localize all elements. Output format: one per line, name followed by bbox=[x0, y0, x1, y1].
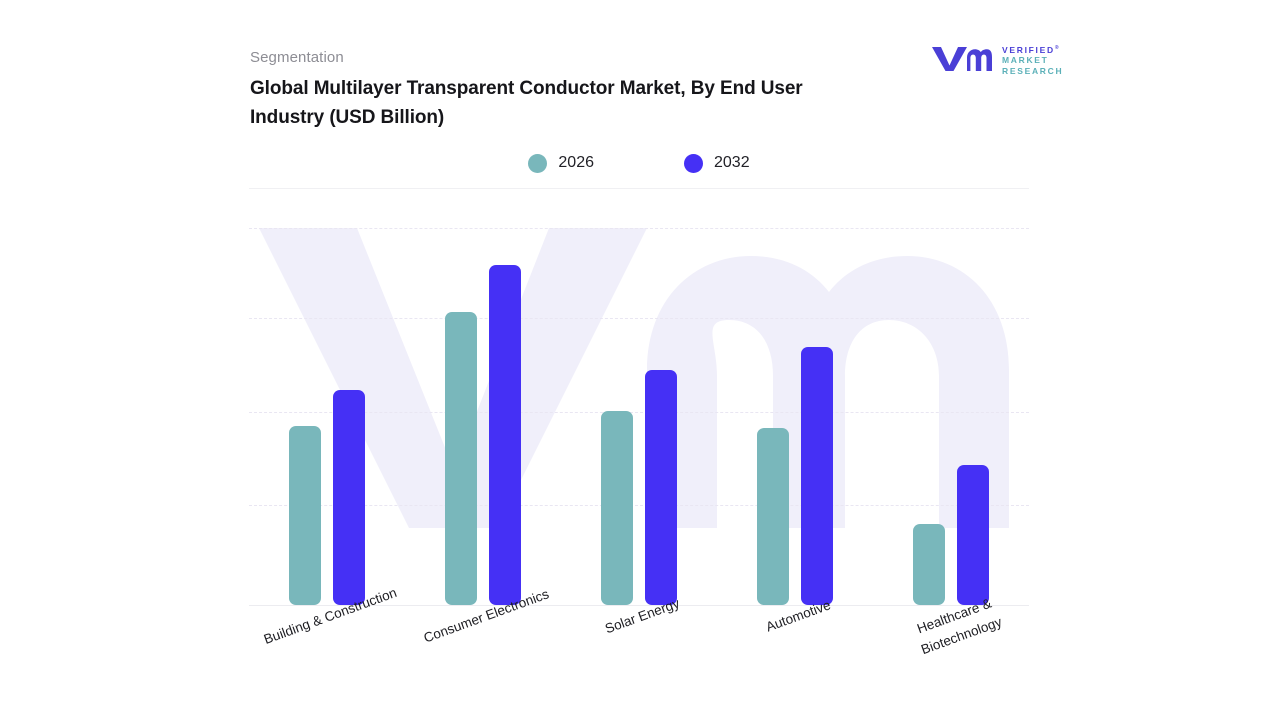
segmentation-label: Segmentation bbox=[250, 49, 344, 66]
bar-2026-healthcare-biotechnology[interactable] bbox=[913, 524, 945, 605]
bar-2032-healthcare-biotechnology[interactable] bbox=[957, 464, 989, 605]
gridline-2 bbox=[249, 412, 1029, 413]
legend-swatch-2032 bbox=[684, 153, 703, 173]
chart-legend: 2026 2032 bbox=[249, 148, 1029, 178]
vmr-logo-mark-icon bbox=[930, 44, 992, 72]
bar-2026-solar-energy[interactable] bbox=[601, 411, 633, 605]
bar-2032-automotive[interactable] bbox=[801, 347, 833, 605]
x-axis-labels: Building & Construction Consumer Electron… bbox=[249, 585, 1029, 707]
bar-2026-automotive[interactable] bbox=[757, 428, 789, 605]
legend-label-2026: 2026 bbox=[558, 154, 594, 171]
verified-market-research-logo: VERIFIED® MARKET RESEARCH bbox=[930, 42, 1065, 76]
logo-line-market: MARKET bbox=[1002, 55, 1049, 66]
legend-swatch-2026 bbox=[528, 153, 548, 173]
registered-mark: ® bbox=[1054, 45, 1061, 51]
bar-group-container bbox=[249, 196, 1029, 605]
gridline-1 bbox=[249, 505, 1029, 506]
bar-2026-consumer-electronics[interactable] bbox=[445, 311, 477, 605]
x-axis-baseline bbox=[249, 605, 1029, 606]
header-divider bbox=[249, 188, 1029, 189]
gridline-4 bbox=[249, 228, 1029, 229]
bar-2026-building-construction[interactable] bbox=[289, 426, 321, 605]
legend-label-2032: 2032 bbox=[714, 154, 750, 171]
logo-wordmark: VERIFIED® MARKET RESEARCH bbox=[1002, 43, 1063, 76]
plot-area bbox=[249, 196, 1029, 606]
bar-2032-consumer-electronics[interactable] bbox=[489, 264, 521, 605]
gridline-3 bbox=[249, 318, 1029, 319]
logo-line-verified: VERIFIED bbox=[1002, 44, 1055, 55]
legend-item-2026[interactable]: 2026 bbox=[528, 153, 594, 173]
bar-2032-solar-energy[interactable] bbox=[645, 369, 677, 605]
legend-item-2032[interactable]: 2032 bbox=[684, 153, 750, 173]
logo-line-research: RESEARCH bbox=[1002, 65, 1064, 76]
page-title: Global Multilayer Transparent Conductor … bbox=[250, 78, 803, 128]
bar-2032-building-construction[interactable] bbox=[333, 389, 365, 605]
